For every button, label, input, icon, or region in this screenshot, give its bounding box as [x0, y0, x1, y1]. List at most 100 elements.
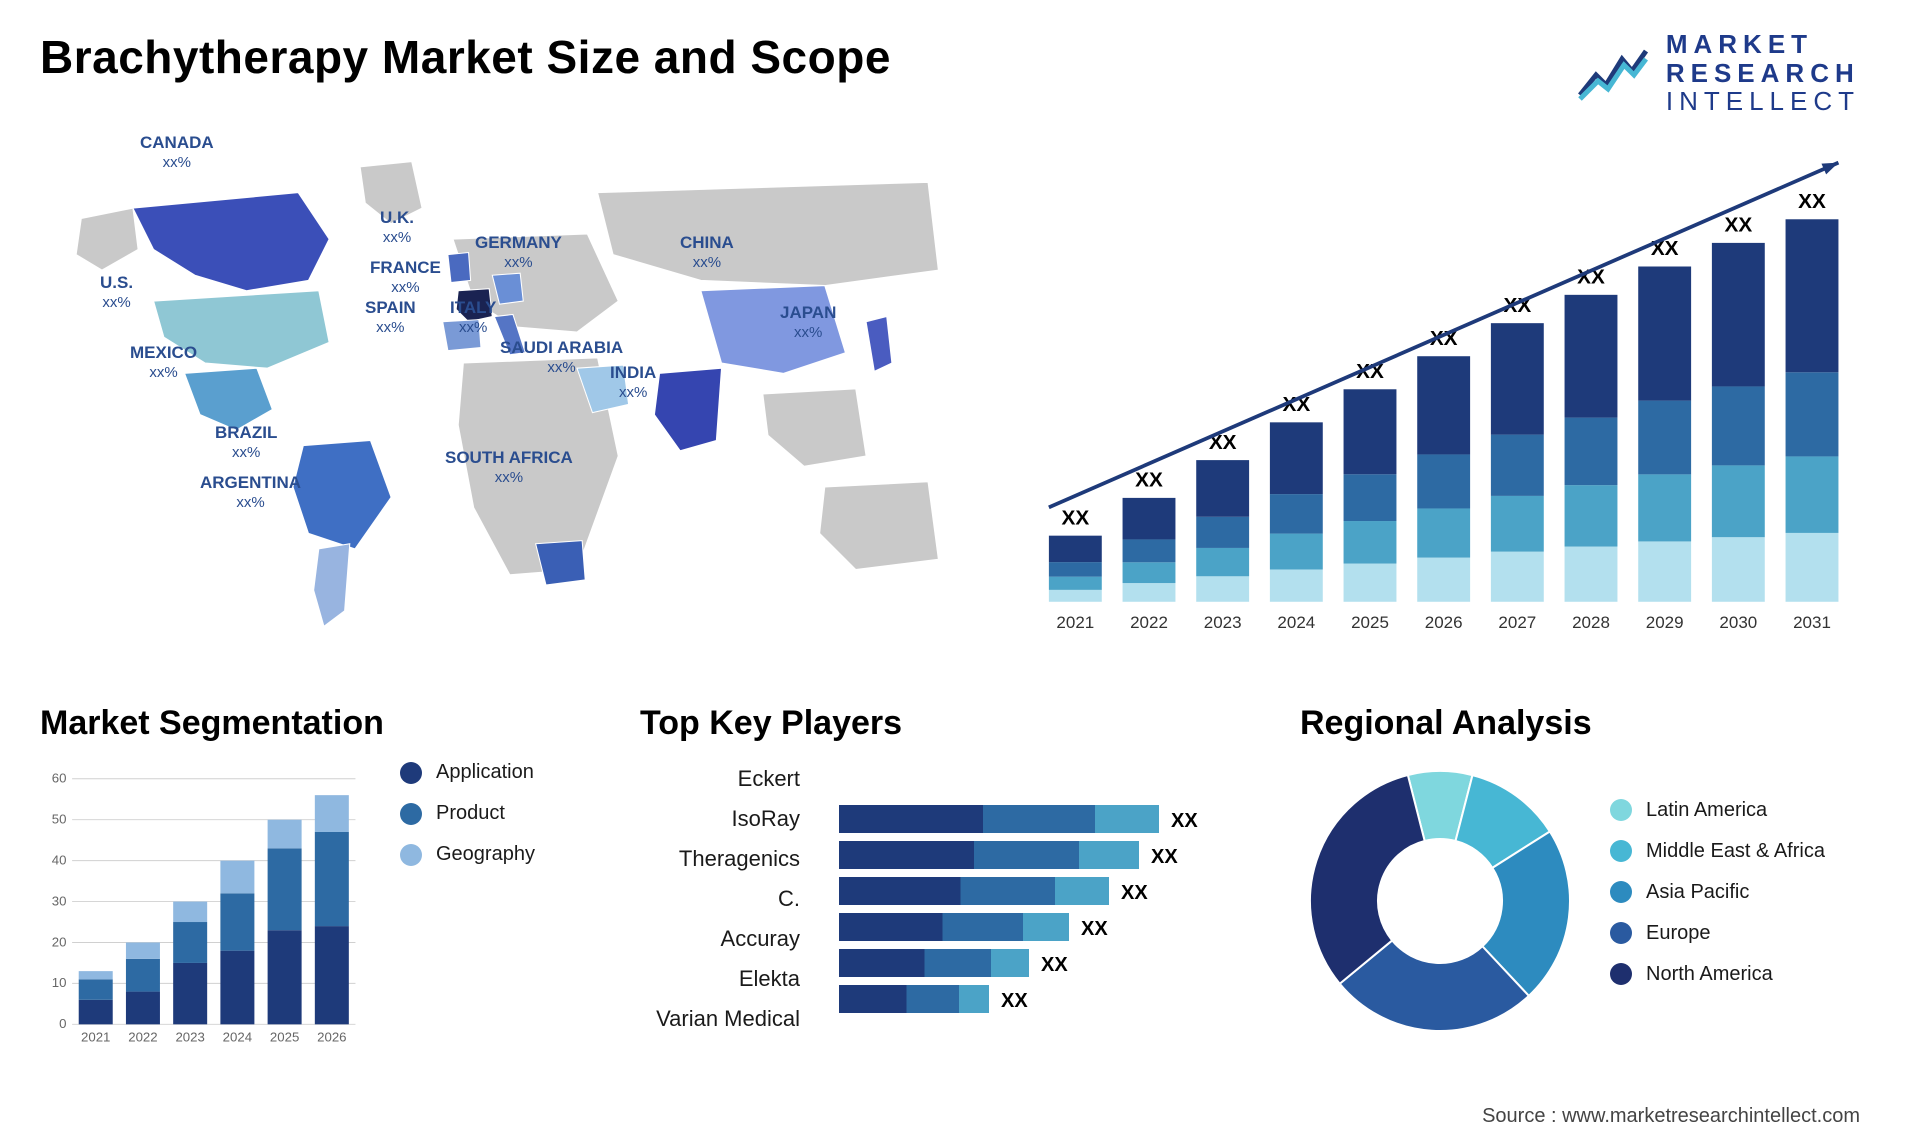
forecast-bar-seg [1196, 576, 1249, 602]
player-bar-seg [839, 805, 983, 833]
seg-year-label: 2021 [81, 1029, 110, 1044]
top-row: CANADAxx%U.S.xx%MEXICOxx%BRAZILxx%ARGENT… [40, 114, 1880, 674]
forecast-bar-seg [1638, 401, 1691, 475]
player-bar-seg [839, 913, 943, 941]
legend-swatch [400, 803, 422, 825]
forecast-bar-seg [1638, 474, 1691, 541]
forecast-bar-seg [1417, 508, 1470, 557]
seg-ytick: 50 [52, 811, 67, 826]
forecast-bar-seg [1491, 552, 1544, 602]
map-region-india [654, 368, 721, 451]
map-region-canada [133, 193, 329, 291]
segmentation-section: Market Segmentation 0 10 20 30 40 50 60 2021 20… [40, 704, 600, 1061]
world-map: CANADAxx%U.S.xx%MEXICOxx%BRAZILxx%ARGENT… [40, 114, 990, 674]
regional-title: Regional Analysis [1300, 704, 1880, 743]
forecast-bar-seg [1270, 534, 1323, 570]
map-label-canada: CANADAxx% [140, 134, 214, 171]
forecast-bar-seg [1049, 536, 1102, 562]
logo-line1: MARKET [1666, 29, 1813, 59]
map-region-brazil [293, 440, 391, 548]
forecast-bar-seg [1565, 547, 1618, 602]
forecast-bar-seg [1638, 267, 1691, 401]
legend-swatch [1610, 963, 1632, 985]
seg-bar-seg [220, 893, 254, 950]
seg-ytick: 40 [52, 852, 67, 867]
forecast-value-label: XX [1724, 214, 1752, 237]
forecast-bar-seg [1417, 356, 1470, 454]
map-label-south-africa: SOUTH AFRICAxx% [445, 449, 573, 486]
forecast-bar-seg [1049, 590, 1102, 602]
map-region-japan [866, 317, 892, 372]
seg-year-label: 2026 [317, 1029, 346, 1044]
regional-legend-item: Middle East & Africa [1610, 840, 1825, 863]
legend-label: Middle East & Africa [1646, 840, 1825, 863]
player-bar-seg [1079, 841, 1139, 869]
regional-legend-item: Europe [1610, 922, 1825, 945]
map-label-italy: ITALYxx% [450, 299, 496, 336]
donut-slice [1310, 775, 1425, 984]
legend-swatch [1610, 840, 1632, 862]
forecast-bar-seg [1712, 386, 1765, 465]
player-name: IsoRay [640, 801, 800, 837]
forecast-chart: XX2021XX2022XX2023XX2024XX2025XX2026XX20… [990, 114, 1880, 674]
forecast-bar-seg [1417, 454, 1470, 508]
forecast-bar-seg [1786, 533, 1839, 602]
seg-bar-seg [126, 992, 160, 1025]
legend-label: Asia Pacific [1646, 881, 1749, 904]
player-bar-seg [991, 949, 1029, 977]
legend-label: North America [1646, 963, 1773, 986]
forecast-year-label: 2031 [1793, 613, 1831, 632]
seg-ytick: 30 [52, 893, 67, 908]
seg-bar-seg [126, 959, 160, 992]
player-name: Varian Medical [640, 1001, 800, 1037]
legend-swatch [400, 762, 422, 784]
map-region-seasia [763, 389, 866, 466]
player-bar-seg [839, 841, 974, 869]
seg-ytick: 0 [59, 1016, 66, 1031]
map-region-argentina [314, 544, 350, 627]
segmentation-title: Market Segmentation [40, 704, 600, 743]
map-region-mexico [185, 368, 273, 430]
forecast-bar-seg [1712, 537, 1765, 602]
map-region-alaska [76, 208, 138, 270]
segmentation-legend: ApplicationProductGeography [400, 761, 535, 884]
player-bar-seg [1055, 877, 1109, 905]
regional-donut [1300, 761, 1580, 1041]
forecast-bar-seg [1712, 465, 1765, 537]
player-name: Eckert [640, 761, 800, 797]
seg-ytick: 10 [52, 975, 67, 990]
player-bar-seg [961, 877, 1056, 905]
seg-year-label: 2022 [128, 1029, 157, 1044]
player-bar-seg [839, 877, 961, 905]
forecast-bar-seg [1712, 243, 1765, 387]
player-value-label: XX [1001, 990, 1028, 1012]
forecast-bar-seg [1344, 474, 1397, 521]
players-labels: EckertIsoRayTheragenicsC.AccurayElektaVa… [640, 761, 800, 1051]
seg-ytick: 60 [52, 771, 67, 786]
brand-logo: MARKET RESEARCH INTELLECT [1578, 30, 1860, 116]
player-name: Elekta [640, 961, 800, 997]
forecast-bar-seg [1638, 541, 1691, 601]
forecast-value-label: XX [1061, 506, 1089, 529]
seg-bar-seg [268, 848, 302, 930]
forecast-bar-seg [1196, 548, 1249, 576]
forecast-bar-seg [1123, 583, 1176, 602]
seg-ytick: 20 [52, 934, 67, 949]
map-label-germany: GERMANYxx% [475, 234, 562, 271]
legend-label: Product [436, 802, 505, 825]
forecast-bar-seg [1565, 485, 1618, 546]
page-root: Brachytherapy Market Size and Scope MARK… [0, 0, 1920, 1146]
forecast-bar-seg [1491, 496, 1544, 552]
player-value-label: XX [1121, 882, 1148, 904]
seg-bar-seg [315, 795, 349, 832]
legend-swatch [1610, 881, 1632, 903]
legend-label: Application [436, 761, 534, 784]
forecast-bar-seg [1123, 539, 1176, 562]
seg-bar-seg [79, 979, 113, 999]
forecast-value-label: XX [1798, 190, 1826, 213]
seg-bar-seg [315, 926, 349, 1024]
players-chart: XXXXXXXXXXXX [818, 761, 1260, 1051]
player-bar-seg [839, 949, 925, 977]
seg-bar-seg [220, 861, 254, 894]
seg-bar-seg [79, 971, 113, 979]
